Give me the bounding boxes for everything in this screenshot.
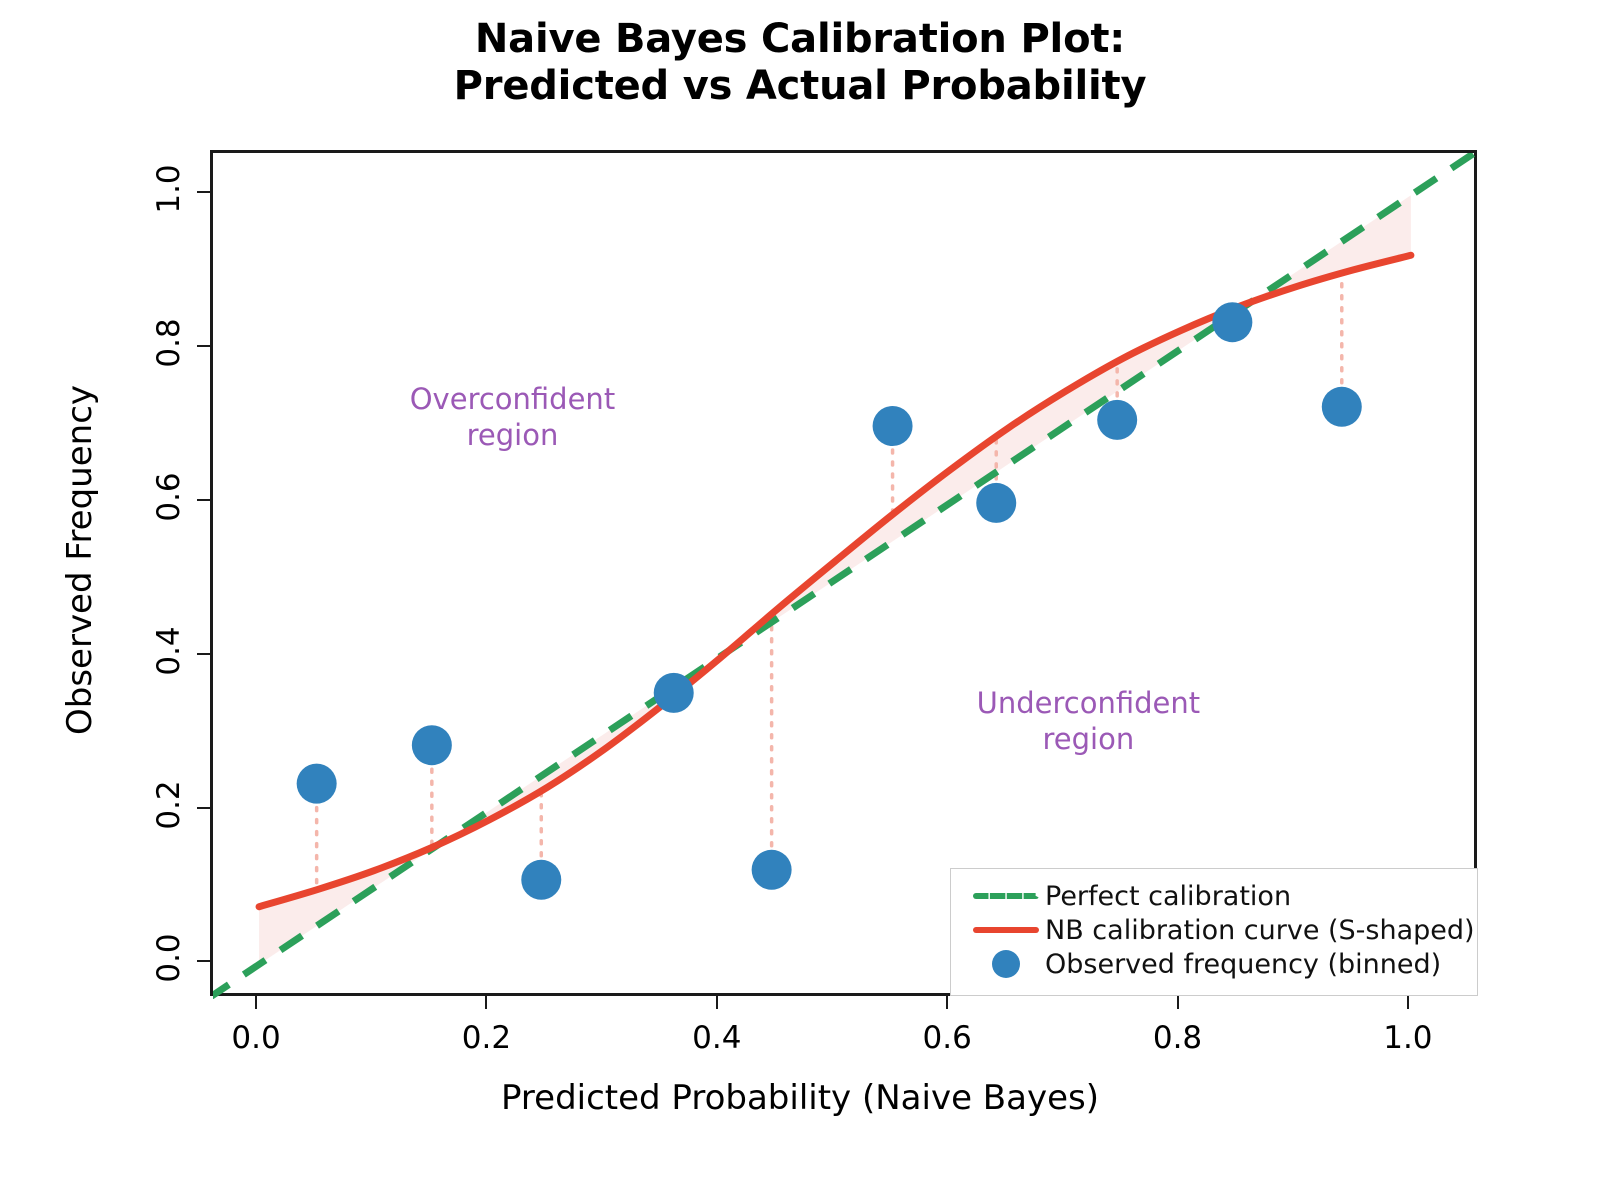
x-tick-label: 0.4	[657, 1020, 777, 1056]
x-tick-mark	[485, 996, 487, 1009]
legend-item-nb-calibration-curve[interactable]: NB calibration curve (S-shaped)	[967, 913, 1463, 947]
x-tick-label: 0.2	[426, 1020, 546, 1056]
x-tick-mark	[946, 996, 948, 1009]
legend-label: Perfect calibration	[1045, 881, 1291, 912]
chart-canvas: Naive Bayes Calibration Plot: Predicted …	[0, 0, 1600, 1200]
x-tick-label: 0.0	[196, 1020, 316, 1056]
legend-box: Perfect calibration NB calibration curve…	[950, 868, 1478, 996]
y-tick-mark	[197, 960, 210, 962]
y-tick-label: 1.0	[151, 129, 187, 249]
x-tick-label: 0.6	[887, 1020, 1007, 1056]
x-tick-mark	[716, 996, 718, 1009]
y-tick-mark	[197, 345, 210, 347]
legend-label: NB calibration curve (S-shaped)	[1045, 915, 1475, 946]
y-tick-mark	[197, 653, 210, 655]
legend-item-observed-frequency[interactable]: Observed frequency (binned)	[967, 947, 1463, 981]
blue-circle-marker-icon	[967, 950, 1045, 978]
x-tick-mark	[255, 996, 257, 1009]
y-tick-mark	[197, 807, 210, 809]
chart-title: Naive Bayes Calibration Plot: Predicted …	[0, 16, 1600, 110]
x-tick-mark	[1407, 996, 1409, 1009]
y-tick-mark	[197, 191, 210, 193]
y-tick-label: 0.8	[151, 283, 187, 403]
annotation-underconfident-region: Underconfident region	[928, 685, 1248, 758]
x-tick-mark	[1177, 996, 1179, 1009]
y-tick-mark	[197, 499, 210, 501]
y-tick-label: 0.6	[151, 437, 187, 557]
chart-title-line-1: Naive Bayes Calibration Plot:	[475, 16, 1125, 62]
y-axis-title: Observed Frequency	[60, 260, 100, 860]
dashed-green-line-icon	[967, 893, 1045, 899]
solid-red-line-icon	[967, 927, 1045, 933]
legend-label: Observed frequency (binned)	[1045, 949, 1441, 980]
y-tick-label: 0.2	[151, 745, 187, 865]
y-tick-label: 0.0	[151, 898, 187, 1018]
legend-item-perfect-calibration[interactable]: Perfect calibration	[967, 879, 1463, 913]
y-tick-label: 0.4	[151, 591, 187, 711]
chart-title-line-2: Predicted vs Actual Probability	[0, 63, 1600, 110]
x-tick-label: 0.8	[1118, 1020, 1238, 1056]
x-tick-label: 1.0	[1348, 1020, 1468, 1056]
annotation-overconfident-region: Overconfident region	[352, 381, 672, 454]
x-axis-title: Predicted Probability (Naive Bayes)	[0, 1078, 1600, 1118]
